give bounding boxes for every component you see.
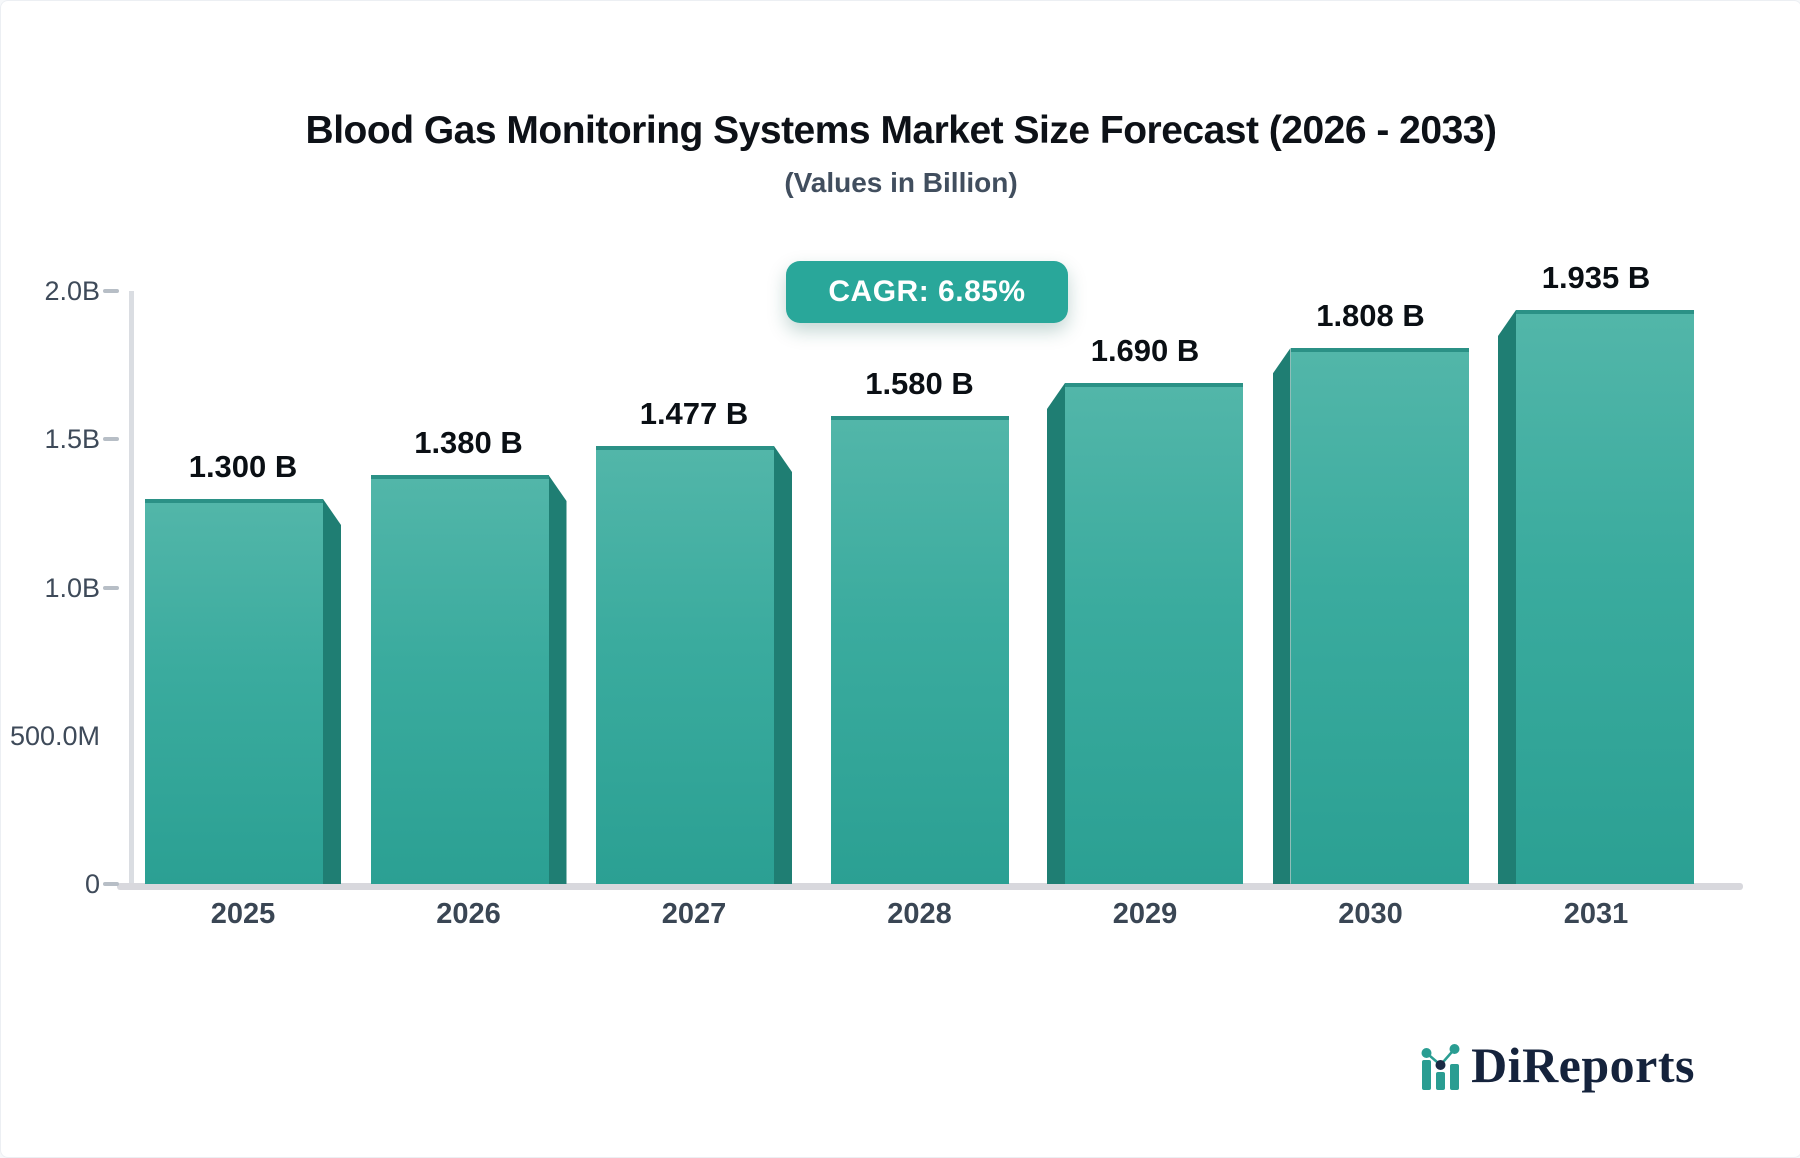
x-axis-label: 2027: [661, 898, 727, 930]
logo-chart-icon: [1421, 1044, 1460, 1090]
bar-value-label: 1.935 B: [1541, 260, 1651, 295]
bar-2025: [145, 499, 323, 884]
x-axis-label: 2028: [887, 898, 952, 930]
bar-value-label: 1.580 B: [865, 366, 974, 401]
bar-2029: [1065, 383, 1243, 884]
cagr-badge-label: CAGR: 6.85%: [828, 275, 1026, 308]
bar-2028: [830, 416, 1009, 884]
x-axis-label: 2031: [1563, 898, 1629, 930]
y-axis-tick-label: 2.0B: [44, 276, 100, 306]
bar-2026: [370, 475, 549, 884]
x-axis-label: 2026: [436, 898, 501, 930]
cagr-badge: CAGR: 6.85%: [786, 261, 1068, 323]
brand-logo: DiReports: [1419, 1036, 1695, 1094]
logo-text: DiReports: [1471, 1037, 1695, 1093]
bar-side-2031: [1498, 310, 1516, 884]
bar-value-label: 1.690 B: [1090, 333, 1200, 368]
x-axis-label: 2029: [1112, 898, 1178, 930]
bar-value-label: 1.380 B: [414, 425, 523, 460]
y-axis-tick-label: 0: [84, 869, 100, 899]
bar-side-2026: [548, 475, 567, 884]
bar-2030: [1290, 348, 1469, 884]
y-axis-line: [129, 291, 134, 884]
bar-value-label: 1.477 B: [639, 396, 749, 431]
bar-side-2029: [1047, 383, 1065, 884]
y-axis-tick-dash: [103, 882, 119, 886]
y-axis-tick-label: 500.0M: [9, 720, 100, 751]
y-axis-tick-label: 1.0B: [44, 572, 100, 603]
bar-value-label: 1.300 B: [188, 449, 298, 484]
chart-subtitle: (Values in Billion): [784, 167, 1018, 198]
x-axis-label: 2030: [1338, 898, 1403, 930]
y-axis-tick-dash: [103, 585, 119, 590]
y-axis-tick-label: 1.5B: [44, 424, 100, 455]
bar-2027: [596, 446, 774, 884]
x-axis-label: 2025: [210, 898, 276, 930]
bar-side-2025: [323, 499, 341, 884]
x-axis-line: [117, 883, 1743, 890]
chart-title: Blood Gas Monitoring Systems Market Size…: [305, 109, 1497, 152]
bar-side-2027: [774, 446, 792, 884]
bar-value-label: 1.808 B: [1316, 298, 1425, 333]
bar-side-2030: [1272, 348, 1291, 884]
y-axis-tick-dash: [103, 289, 119, 293]
y-axis-tick-dash: [103, 437, 119, 442]
bar-2031: [1516, 310, 1694, 884]
